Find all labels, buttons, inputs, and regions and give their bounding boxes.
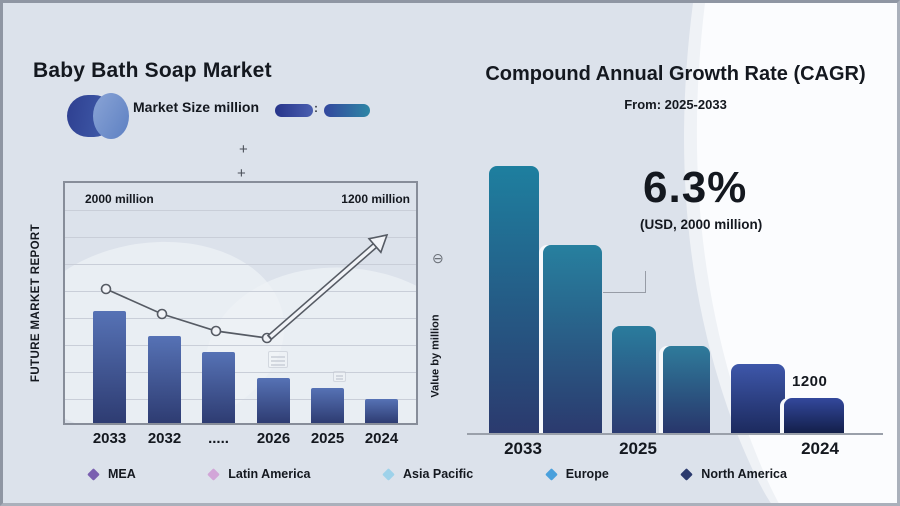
gridline (65, 264, 416, 265)
legend-diamond-icon (382, 467, 395, 481)
x-label-2032: 2032 (147, 430, 182, 447)
cagr-value: 6.3% (643, 163, 748, 212)
left-vertical-axis-label: FUTURE MARKET REPORT (30, 223, 43, 383)
trend-line-with-arrow (100, 233, 389, 344)
ratio-pill-right (324, 104, 370, 117)
gridline (65, 291, 416, 292)
plus-mark-icon: + (239, 141, 248, 158)
market-size-bar-2025 (311, 388, 344, 423)
annotation-1200-million: 1200 million (341, 192, 410, 206)
ratio-separator: : (314, 101, 318, 115)
value-label-1200: 1200 (792, 373, 828, 390)
legend-label: Asia Pacific (403, 467, 474, 481)
market-size-chart-panel: 2000 million 1200 million (63, 181, 418, 425)
left-x-axis-labels: 2033 2032..... 2026 2025 2024 (63, 430, 418, 450)
gridline (65, 210, 416, 211)
x-axis-line (467, 433, 883, 435)
gridline (65, 237, 416, 238)
series-label: Market Size million (133, 99, 260, 115)
legend-item-asia-pacific: Asia Pacific (382, 467, 474, 481)
legend-label: MEA (108, 467, 136, 481)
region-legend: MEA Latin America Asia Pacific Europe North … (87, 464, 787, 484)
cagr-chart (463, 153, 888, 435)
legend-diamond-icon (207, 467, 221, 481)
market-size-bar-..... (202, 352, 235, 423)
legend-item-europe: Europe (544, 467, 609, 481)
legend-item-north-america: North America (680, 467, 787, 481)
legend-diamond-icon (544, 467, 558, 481)
right-x-axis-labels: 2033 2025 2024 (463, 439, 888, 461)
market-size-cylinder-icon (67, 93, 131, 139)
legend-label: North America (701, 467, 787, 481)
x-label-2024: 2024 (364, 430, 399, 447)
plus-mark-icon: + (237, 165, 246, 182)
x-label-2024: 2024 (801, 439, 839, 458)
gridline (65, 399, 416, 400)
cagr-bar-2024-primary (731, 364, 785, 433)
legend-item-mea: MEA (87, 467, 136, 481)
cagr-bar-2024-secondary (784, 398, 844, 433)
gridline (65, 345, 416, 346)
right-chart-title: Compound Annual Growth Rate (CAGR) (485, 63, 866, 85)
ratio-pill-left (275, 104, 313, 117)
cagr-note: (USD, 2000 million) (640, 217, 763, 232)
cagr-bar-2033-secondary (543, 245, 602, 433)
cagr-bar-2025-primary (612, 326, 656, 433)
x-label-.....: ..... (208, 430, 229, 447)
left-chart-title: Baby Bath Soap Market (33, 59, 272, 82)
x-label-2025: 2025 (619, 439, 657, 458)
legend-item-latin-america: Latin America (207, 467, 311, 481)
right-chart-subtitle: From: 2025-2033 (624, 97, 727, 112)
x-label-2033: 2033 (92, 430, 127, 447)
market-size-bar-2026 (257, 378, 290, 423)
x-label-2026: 2026 (256, 430, 291, 447)
x-label-2033: 2033 (504, 439, 542, 458)
cagr-bar-2025-secondary (663, 346, 710, 433)
zoom-out-icon: ⊖ (432, 250, 444, 266)
market-size-bar-2032 (148, 336, 181, 423)
clipboard-watermark-icon (333, 371, 346, 382)
legend-label: Europe (565, 467, 609, 481)
market-size-bar-2024 (365, 399, 398, 423)
gridline (65, 318, 416, 319)
cylinder-cap (93, 93, 129, 139)
clipboard-watermark-icon (268, 351, 288, 368)
legend-diamond-icon (680, 467, 694, 481)
cagr-bar-2033-primary (489, 166, 539, 433)
right-vertical-axis-label: Value by million (430, 314, 443, 398)
x-label-2025: 2025 (310, 430, 345, 447)
annotation-2000-million: 2000 million (85, 192, 154, 206)
callout-step-line (603, 271, 646, 293)
market-size-bar-2033 (93, 311, 126, 423)
legend-diamond-icon (87, 467, 100, 481)
gridline (65, 372, 416, 373)
legend-label: Latin America (228, 467, 311, 481)
